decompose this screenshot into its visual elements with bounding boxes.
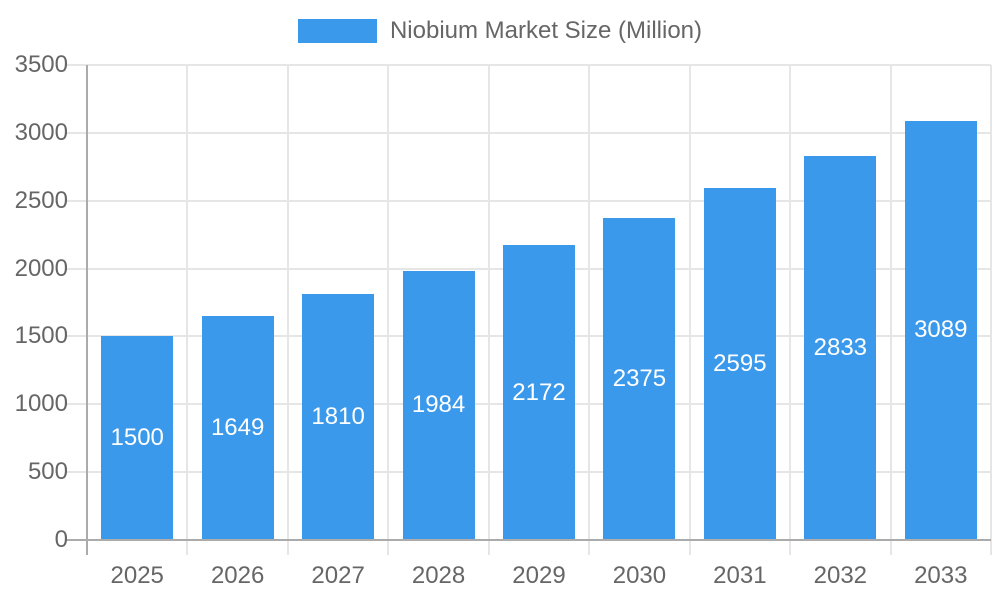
y-axis-tick-label: 0 <box>54 526 68 553</box>
x-axis-tick-label: 2027 <box>311 562 365 589</box>
x-axis-tick <box>387 540 390 555</box>
bar-2025[interactable] <box>101 336 174 540</box>
y-axis-tick-label: 1000 <box>14 390 68 418</box>
x-axis-tick-label: 2032 <box>813 562 868 589</box>
x-axis-tick-label: 2031 <box>713 562 767 589</box>
y-gridline <box>87 199 991 202</box>
x-gridline <box>487 65 490 540</box>
x-axis-tick-label: 2028 <box>411 562 466 589</box>
y-axis-tick <box>67 335 87 338</box>
x-axis-tick <box>86 540 88 555</box>
bar-2030[interactable] <box>603 217 676 540</box>
bar-2032[interactable] <box>804 155 877 540</box>
legend[interactable]: Niobium Market Size (Million) <box>0 17 1000 45</box>
bar-2028[interactable] <box>402 270 475 540</box>
legend-swatch-icon <box>297 19 377 43</box>
y-gridline <box>87 131 991 134</box>
y-axis-tick-label: 3500 <box>14 51 68 78</box>
y-axis-tick <box>67 403 87 406</box>
bar-2026[interactable] <box>201 316 274 540</box>
y-axis-tick <box>67 64 87 66</box>
y-axis-tick <box>67 267 87 270</box>
x-axis-tick-label: 2033 <box>914 562 968 589</box>
y-axis-line <box>86 65 88 540</box>
x-axis-tick <box>588 540 591 555</box>
x-gridline <box>990 65 992 540</box>
x-axis-tick <box>487 540 490 555</box>
bar-2031[interactable] <box>703 187 776 540</box>
x-axis-tick <box>889 540 892 555</box>
y-axis-tick-label: 1500 <box>14 322 68 350</box>
x-gridline <box>387 65 390 540</box>
x-axis-tick <box>688 540 691 555</box>
bar-2029[interactable] <box>503 245 575 540</box>
x-axis-tick-label: 2030 <box>612 562 667 589</box>
y-axis-tick <box>67 539 87 541</box>
x-gridline <box>789 65 792 540</box>
y-gridline <box>87 64 991 66</box>
y-axis-tick <box>67 131 87 134</box>
x-axis-tick <box>990 540 992 555</box>
x-gridline <box>186 65 189 540</box>
x-axis-line <box>87 539 991 541</box>
x-gridline <box>889 65 892 540</box>
y-axis-tick <box>67 471 87 474</box>
bar-2027[interactable] <box>302 294 375 540</box>
y-axis-tick-label: 500 <box>27 458 68 486</box>
legend-label: Niobium Market Size (Million) <box>389 17 703 44</box>
x-gridline <box>688 65 691 540</box>
y-axis-tick-label: 2000 <box>14 254 68 282</box>
x-axis-tick-label: 2026 <box>210 562 265 589</box>
x-gridline <box>588 65 591 540</box>
x-gridline <box>286 65 289 540</box>
x-axis-tick-label: 2029 <box>512 562 566 589</box>
x-axis-tick-label: 2025 <box>110 562 164 589</box>
x-axis-tick <box>186 540 189 555</box>
x-axis-tick <box>789 540 792 555</box>
y-axis-tick-label: 3000 <box>14 118 68 146</box>
x-axis-tick <box>286 540 289 555</box>
y-axis-tick-label: 2500 <box>14 186 68 214</box>
y-axis-tick <box>67 199 87 202</box>
bar-2033[interactable] <box>904 120 977 540</box>
